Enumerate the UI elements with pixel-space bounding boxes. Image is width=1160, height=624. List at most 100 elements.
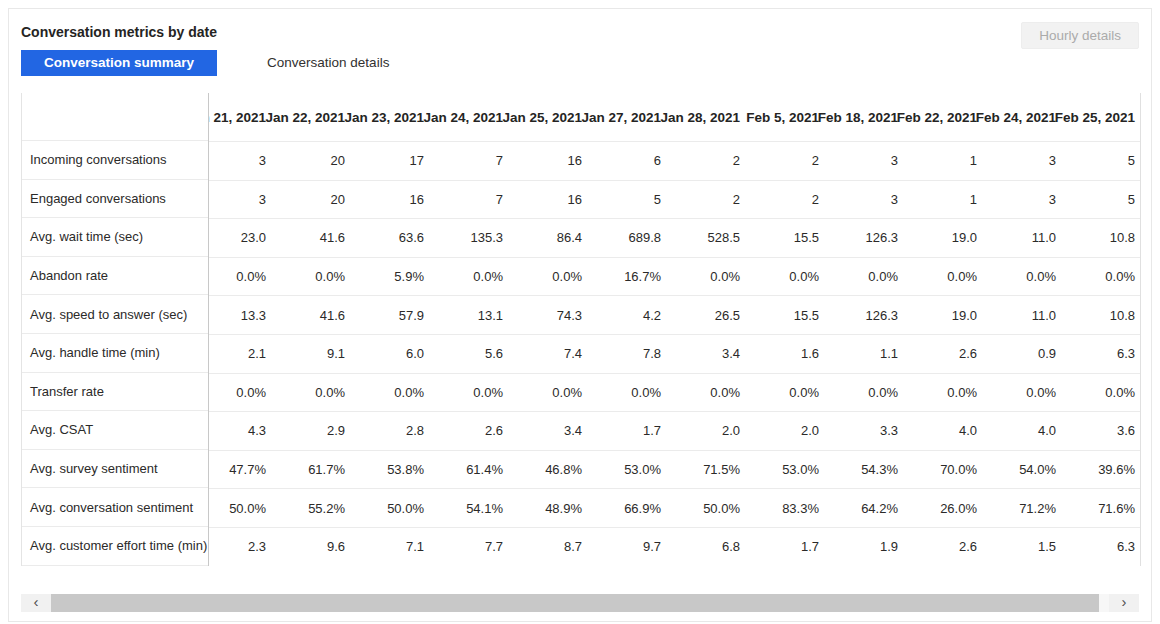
table-cell: 135.3: [432, 219, 511, 257]
table-cell: 9.7: [590, 528, 669, 566]
table-cell: 7.4: [511, 335, 590, 373]
table-cell: 50.0%: [209, 489, 274, 527]
table-scroll-viewport[interactable]: Jan 21, 2021Jan 22, 2021Jan 23, 2021Jan …: [209, 93, 1140, 566]
table-cell: 0.0%: [274, 258, 353, 296]
table-cell: 3.4: [669, 335, 748, 373]
table-cell: 15.5: [748, 296, 827, 334]
metric-row-label: Avg. survey sentiment: [22, 450, 208, 489]
table-cell: 2.0: [748, 412, 827, 450]
column-header-date: Feb 25, 2021: [1064, 93, 1140, 141]
table-cell: 3: [827, 142, 906, 180]
table-cell: 13.3: [209, 296, 274, 334]
table-cell: 528.5: [669, 219, 748, 257]
table-cell: 6: [590, 142, 669, 180]
hourly-details-button[interactable]: Hourly details: [1021, 22, 1139, 49]
table-cell: 0.0%: [511, 258, 590, 296]
table-cell: 83.3%: [748, 489, 827, 527]
table-cell: 54.1%: [432, 489, 511, 527]
table-cell: 2: [669, 181, 748, 219]
table-cell: 1.7: [590, 412, 669, 450]
table-row: 23.041.663.6135.386.4689.8528.515.5126.3…: [209, 218, 1140, 257]
metric-row-label: Avg. wait time (sec): [22, 218, 208, 257]
table-cell: 0.0%: [353, 374, 432, 412]
tab-conversation-details[interactable]: Conversation details: [257, 50, 399, 76]
table-cell: 6.0: [353, 335, 432, 373]
table-cell: 3.6: [1064, 412, 1140, 450]
table-cell: 5.6: [432, 335, 511, 373]
table-cell: 71.5%: [669, 451, 748, 489]
scrollbar-thumb[interactable]: [51, 594, 1099, 612]
column-header-date: Feb 24, 2021: [985, 93, 1064, 141]
table-row: 47.7%61.7%53.8%61.4%46.8%53.0%71.5%53.0%…: [209, 450, 1140, 489]
column-header-date: Jan 22, 2021: [274, 93, 353, 141]
metric-row-label: Avg. conversation sentiment: [22, 488, 208, 527]
table-cell: 2.6: [432, 412, 511, 450]
scrollbar-track[interactable]: [51, 594, 1109, 612]
table-cell: 4.3: [209, 412, 274, 450]
metric-row-label: Abandon rate: [22, 257, 208, 296]
column-header-date: Jan 25, 2021: [511, 93, 590, 141]
table-cell: 5: [590, 181, 669, 219]
conversation-metrics-panel: Conversation metrics by date Hourly deta…: [8, 8, 1152, 622]
table-cell: 23.0: [209, 219, 274, 257]
table-cell: 3.4: [511, 412, 590, 450]
table-cell: 48.9%: [511, 489, 590, 527]
table-cell: 63.6: [353, 219, 432, 257]
column-header-date: Jan 28, 2021: [669, 93, 748, 141]
table-cell: 86.4: [511, 219, 590, 257]
table-cell: 55.2%: [274, 489, 353, 527]
table-cell: 2.1: [209, 335, 274, 373]
table-cell: 10.8: [1064, 219, 1140, 257]
table-cell: 0.0%: [669, 374, 748, 412]
table-cell: 57.9: [353, 296, 432, 334]
table-cell: 1: [906, 181, 985, 219]
table-cell: 0.0%: [827, 374, 906, 412]
table-cell: 8.7: [511, 528, 590, 566]
table-cell: 0.0%: [209, 258, 274, 296]
table-row: 2.19.16.05.67.47.83.41.61.12.60.96.3: [209, 334, 1140, 373]
table-cell: 26.0%: [906, 489, 985, 527]
table-cell: 0.0%: [432, 258, 511, 296]
table-cell: 74.3: [511, 296, 590, 334]
page-title: Conversation metrics by date: [21, 24, 217, 40]
table-row: 4.32.92.82.63.41.72.02.03.34.04.03.6: [209, 411, 1140, 450]
tab-bar: Conversation summary Conversation detail…: [21, 50, 399, 76]
table-cell: 3: [209, 142, 274, 180]
table-cell: 50.0%: [669, 489, 748, 527]
table-cell: 2.6: [906, 335, 985, 373]
scroll-right-button[interactable]: ›: [1109, 594, 1139, 612]
table-cell: 0.0%: [669, 258, 748, 296]
table-cell: 0.0%: [748, 258, 827, 296]
column-header-date: Jan 21, 2021: [209, 93, 274, 141]
table-cell: 0.9: [985, 335, 1064, 373]
table-cell: 53.0%: [590, 451, 669, 489]
table-cell: 61.4%: [432, 451, 511, 489]
table-cell: 1.9: [827, 528, 906, 566]
table-cell: 2.8: [353, 412, 432, 450]
metric-row-label: Incoming conversations: [22, 141, 208, 180]
table-cell: 0.0%: [748, 374, 827, 412]
table-cell: 689.8: [590, 219, 669, 257]
table-cell: 0.0%: [209, 374, 274, 412]
table-cell: 16: [511, 181, 590, 219]
tab-conversation-summary[interactable]: Conversation summary: [21, 50, 217, 76]
table-cell: 126.3: [827, 219, 906, 257]
table-cell: 9.6: [274, 528, 353, 566]
table-row: 320177166223135: [209, 141, 1140, 180]
table-cell: 50.0%: [353, 489, 432, 527]
table-cell: 1.5: [985, 528, 1064, 566]
table-body: 32017716622313532016716522313523.041.663…: [209, 141, 1140, 566]
scroll-left-button[interactable]: ‹: [21, 594, 51, 612]
table-cell: 7.7: [432, 528, 511, 566]
table-cell: 61.7%: [274, 451, 353, 489]
table-cell: 3: [209, 181, 274, 219]
table-cell: 19.0: [906, 219, 985, 257]
table-cell: 2.3: [209, 528, 274, 566]
table-cell: 2: [669, 142, 748, 180]
table-cell: 13.1: [432, 296, 511, 334]
column-header-date: Feb 18, 2021: [827, 93, 906, 141]
table-cell: 70.0%: [906, 451, 985, 489]
table-cell: 5.9%: [353, 258, 432, 296]
table-cell: 7: [432, 142, 511, 180]
horizontal-scrollbar[interactable]: ‹ ›: [21, 594, 1139, 612]
